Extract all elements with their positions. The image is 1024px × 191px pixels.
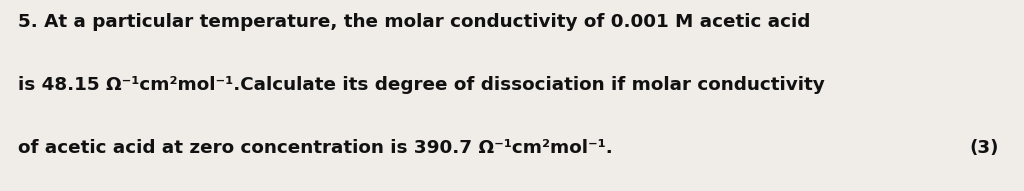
Text: 5. At a particular temperature, the molar conductivity of 0.001 M acetic acid: 5. At a particular temperature, the mola… bbox=[18, 13, 811, 31]
Text: (3): (3) bbox=[969, 139, 998, 157]
Text: is 48.15 Ω⁻¹cm²mol⁻¹.Calculate its degree of dissociation if molar conductivity: is 48.15 Ω⁻¹cm²mol⁻¹.Calculate its degre… bbox=[18, 76, 825, 94]
Text: of acetic acid at zero concentration is 390.7 Ω⁻¹cm²mol⁻¹.: of acetic acid at zero concentration is … bbox=[18, 139, 613, 157]
